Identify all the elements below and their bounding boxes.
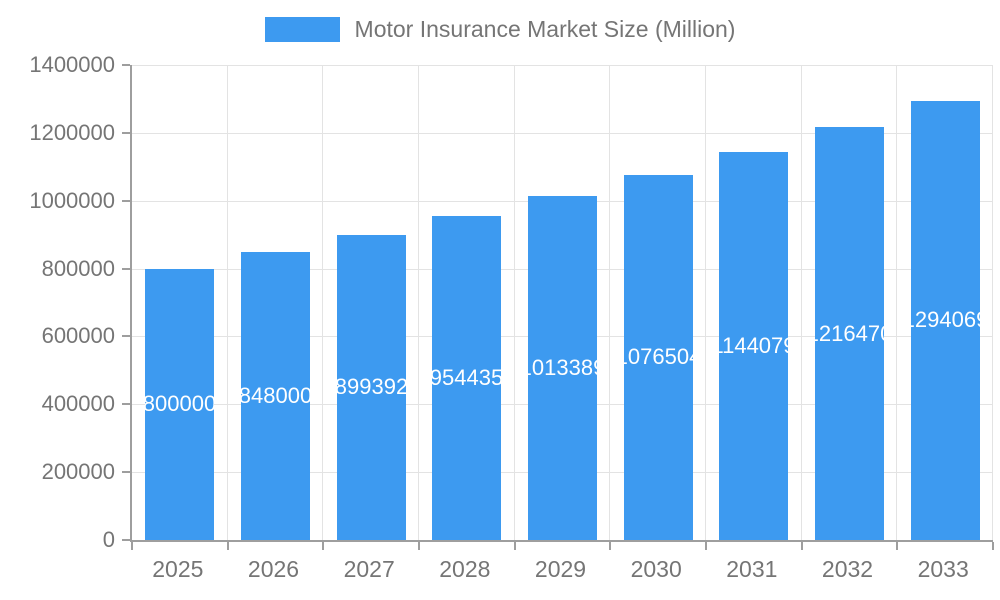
gridline-vertical [705,65,706,540]
gridline-vertical [896,65,898,540]
gridline-horizontal [132,65,993,66]
y-axis-tick [122,471,130,474]
x-axis-tick-label: 2027 [343,556,395,582]
x-axis-tick-label: 2032 [821,556,874,582]
gridline-vertical [418,65,419,540]
gridline-vertical [226,65,228,540]
x-axis-tick [800,542,803,550]
y-axis-tick [122,267,130,270]
x-axis-tick-label: 2029 [534,556,587,582]
x-axis-tick-label: 2025 [152,556,204,582]
bar-value-label: 1013389 [528,355,597,381]
bar-2032: 1216470 [815,127,884,540]
y-axis-tick [122,335,130,338]
bar-value-label: 848000 [241,383,310,409]
y-axis-tick-label: 600000 [41,323,115,349]
y-axis-tick-label: 1400000 [29,52,115,77]
bar-2028: 954435 [432,216,501,540]
bar-2027: 899392 [337,234,406,540]
gridline-vertical [800,65,802,540]
y-axis-tick-label: 200000 [41,459,115,485]
y-axis-tick [122,539,130,541]
legend-swatch [264,17,340,42]
bar-value-label: 1076504 [624,344,693,370]
bar-value-label: 1144079 [719,332,788,358]
x-axis-tick [896,542,899,550]
bar-2029: 1013389 [528,196,597,540]
x-axis-tick [322,542,325,550]
bar-value-label: 899392 [337,374,406,400]
y-axis-tick [122,64,130,66]
bar-2026: 848000 [241,252,310,540]
x-axis-tick [513,542,516,550]
gridline-horizontal [132,132,993,134]
x-axis-tick [992,542,994,550]
y-axis-tick-label: 0 [102,527,115,552]
x-axis-tick [418,542,420,550]
y-axis-tick [122,199,130,202]
y-axis-tick [122,131,130,134]
chart-legend: Motor Insurance Market Size (Million) [0,16,1000,43]
gridline-vertical [992,65,993,540]
x-axis-tick-label: 2033 [917,556,969,582]
bar-value-label: 1216470 [815,320,884,346]
x-axis-tick [226,542,229,550]
gridline-vertical [322,65,324,540]
legend-label: Motor Insurance Market Size (Million) [354,16,736,42]
y-axis-tick-label: 1000000 [29,187,115,213]
x-axis-tick [131,542,133,550]
gridline-vertical [609,65,611,540]
x-axis-tick-label: 2028 [439,556,491,582]
y-axis-tick-label: 1200000 [29,119,115,145]
bar-value-label: 800000 [145,391,214,417]
bar-2025: 800000 [145,268,214,540]
y-axis-tick-label: 800000 [41,255,115,281]
bar-2031: 1144079 [719,151,788,540]
y-axis-tick [122,403,130,406]
bar-value-label: 954435 [432,365,501,391]
plot-area: 800000 848000 899392 954435 1013389 1076504 11… [122,64,994,550]
bar-2030: 1076504 [624,174,693,540]
bar-2033: 1294069 [911,100,980,540]
gridline-vertical [513,65,515,540]
x-axis-tick [609,542,612,550]
x-axis-tick-label: 2030 [630,556,682,582]
x-axis-tick [705,542,707,550]
bar-value-label: 1294069 [911,307,980,333]
y-axis-tick-label: 400000 [41,391,115,417]
x-axis-tick-label: 2031 [726,556,778,582]
x-axis-tick-label: 2026 [247,556,300,582]
